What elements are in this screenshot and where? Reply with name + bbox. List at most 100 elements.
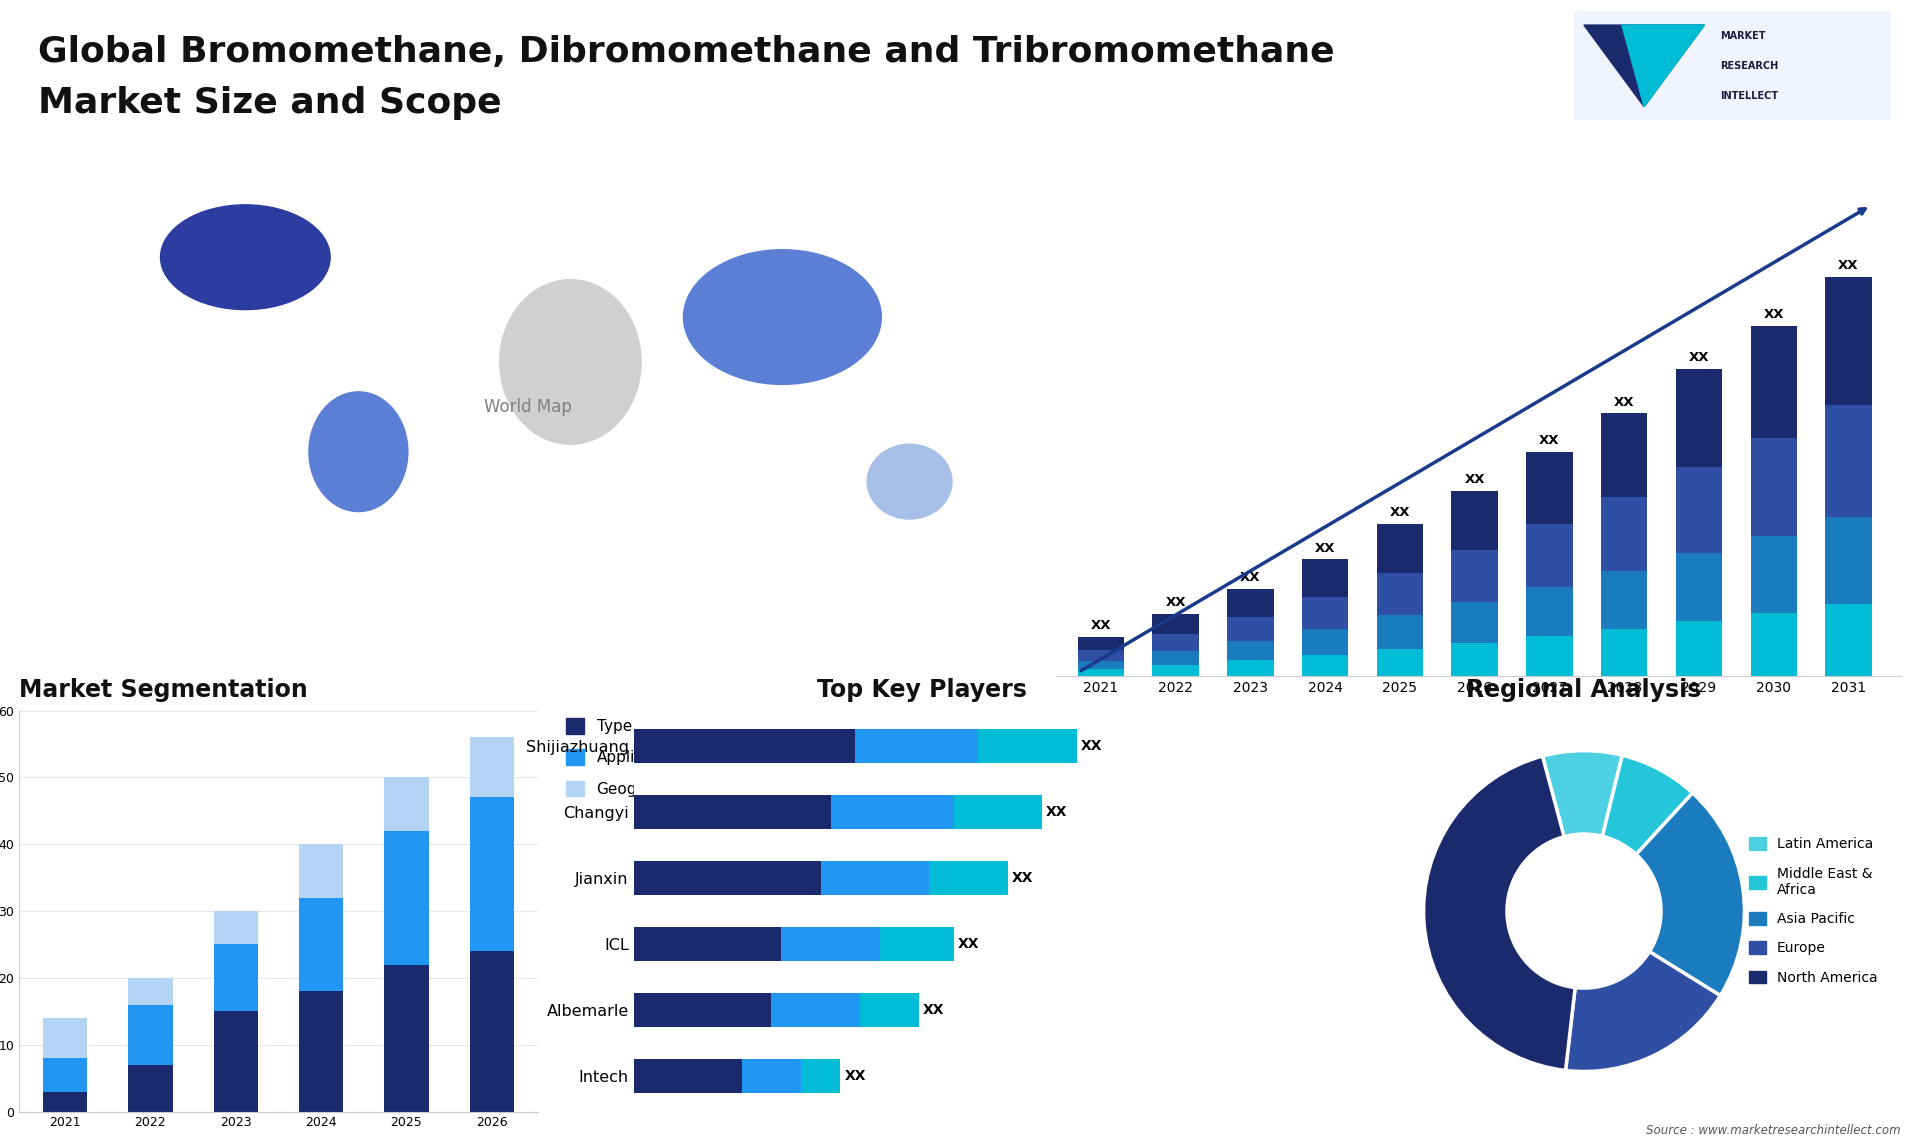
Wedge shape [1423, 756, 1574, 1070]
Bar [384, 777, 428, 831]
Text: XX: XX [924, 1003, 945, 1018]
Bar [1227, 617, 1273, 641]
Bar [820, 861, 929, 895]
Text: XX: XX [1012, 871, 1033, 885]
Bar [1227, 589, 1273, 617]
Text: XX: XX [1615, 395, 1634, 408]
Text: RESEARCH: RESEARCH [1720, 61, 1778, 71]
Ellipse shape [499, 280, 641, 445]
Bar [977, 729, 1077, 763]
Ellipse shape [309, 392, 407, 511]
Bar [384, 831, 428, 965]
Text: Market Size and Scope: Market Size and Scope [38, 86, 501, 120]
Bar [300, 991, 344, 1112]
Text: Global Bromomethane, Dibromomethane and Tribromomethane: Global Bromomethane, Dibromomethane and … [38, 34, 1334, 69]
Bar [470, 737, 515, 798]
Polygon shape [1584, 25, 1705, 107]
Bar [634, 795, 831, 830]
Bar [879, 927, 954, 961]
Wedge shape [1603, 755, 1693, 855]
Bar [1152, 665, 1198, 676]
Title: Regional Analysis: Regional Analysis [1467, 677, 1701, 701]
Bar [1377, 649, 1423, 676]
Bar [860, 992, 920, 1027]
Bar [634, 861, 820, 895]
Bar [854, 729, 977, 763]
Bar [1077, 660, 1123, 669]
Bar [1152, 614, 1198, 634]
Text: Market Segmentation: Market Segmentation [19, 677, 307, 701]
Bar [634, 927, 781, 961]
Bar [1302, 629, 1348, 656]
Ellipse shape [684, 250, 881, 384]
Bar [300, 845, 344, 897]
Bar [1751, 438, 1797, 536]
Text: XX: XX [1763, 308, 1784, 321]
Text: XX: XX [1240, 571, 1261, 583]
Bar [129, 1005, 173, 1065]
Bar [1601, 414, 1647, 497]
Bar [42, 1018, 86, 1058]
Text: XX: XX [958, 937, 979, 951]
Bar [831, 795, 954, 830]
Text: XX: XX [1081, 739, 1102, 753]
Bar [1601, 497, 1647, 571]
Bar [1152, 651, 1198, 665]
Wedge shape [1636, 793, 1745, 996]
Wedge shape [1542, 751, 1622, 837]
Bar [741, 1059, 801, 1093]
Bar [634, 1059, 741, 1093]
Legend: Latin America, Middle East &
Africa, Asia Pacific, Europe, North America: Latin America, Middle East & Africa, Asi… [1743, 832, 1884, 990]
Bar [1302, 559, 1348, 597]
Text: XX: XX [1091, 619, 1112, 633]
Bar [1077, 637, 1123, 650]
Text: World Map: World Map [484, 398, 572, 416]
Bar [1452, 643, 1498, 676]
Bar [1526, 524, 1572, 587]
Bar [1302, 656, 1348, 676]
Bar [1676, 468, 1722, 554]
FancyBboxPatch shape [1574, 11, 1891, 120]
Bar [1826, 277, 1872, 405]
Bar [42, 1091, 86, 1112]
Bar [1377, 525, 1423, 573]
Bar [1826, 517, 1872, 604]
Bar [801, 1059, 841, 1093]
Bar [1452, 550, 1498, 602]
Bar [1302, 597, 1348, 629]
Bar [1751, 536, 1797, 613]
Bar [1526, 453, 1572, 524]
Bar [1751, 613, 1797, 676]
Bar [1152, 634, 1198, 651]
Bar [1676, 554, 1722, 621]
Bar [772, 992, 860, 1027]
Bar [1526, 587, 1572, 636]
Text: XX: XX [1690, 351, 1709, 363]
Text: XX: XX [1315, 542, 1336, 555]
Bar [1601, 571, 1647, 629]
Bar [929, 861, 1008, 895]
Bar [1826, 405, 1872, 517]
Text: MARKET: MARKET [1720, 31, 1766, 41]
Bar [1377, 573, 1423, 615]
Text: XX: XX [1540, 434, 1559, 447]
Bar [1377, 615, 1423, 649]
Bar [781, 927, 879, 961]
Bar [470, 951, 515, 1112]
Bar [1077, 650, 1123, 660]
Text: XX: XX [1837, 259, 1859, 273]
Bar [954, 795, 1043, 830]
Bar [1826, 604, 1872, 676]
Bar [129, 978, 173, 1005]
Bar [1751, 325, 1797, 438]
Bar [213, 1011, 257, 1112]
Text: XX: XX [845, 1069, 866, 1083]
Text: INTELLECT: INTELLECT [1720, 91, 1778, 101]
Bar [1227, 660, 1273, 676]
Bar [634, 729, 854, 763]
Bar [1601, 629, 1647, 676]
Bar [1526, 636, 1572, 676]
Text: XX: XX [1465, 473, 1484, 486]
Text: XX: XX [1046, 804, 1068, 819]
Bar [129, 1065, 173, 1112]
